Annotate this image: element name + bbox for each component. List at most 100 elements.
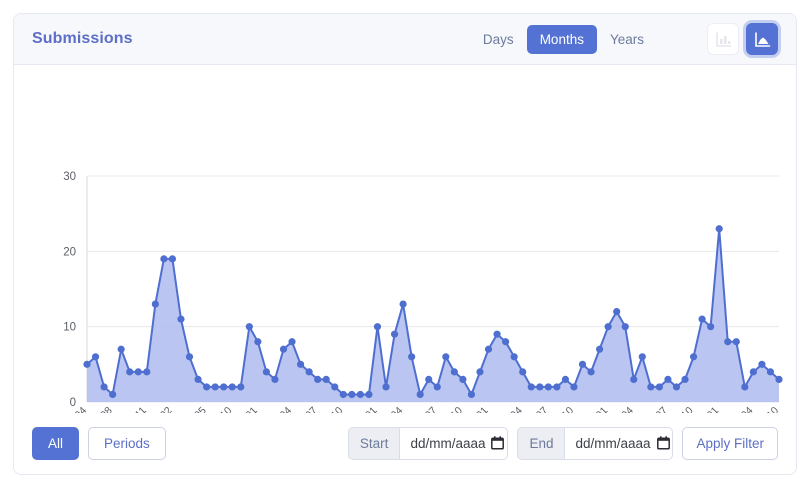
data-point[interactable] — [484, 345, 493, 353]
data-point[interactable] — [766, 368, 775, 376]
data-point[interactable] — [399, 300, 407, 308]
data-point[interactable] — [536, 383, 544, 391]
data-point[interactable] — [305, 368, 313, 376]
data-point[interactable] — [655, 383, 663, 391]
data-point[interactable] — [83, 360, 91, 368]
data-point[interactable] — [715, 225, 723, 233]
data-point[interactable] — [476, 368, 484, 376]
data-point[interactable] — [373, 323, 382, 331]
data-point[interactable] — [100, 383, 108, 391]
data-point[interactable] — [775, 375, 783, 383]
data-point[interactable] — [707, 323, 715, 331]
data-point[interactable] — [510, 353, 518, 361]
data-point[interactable] — [160, 255, 168, 263]
data-point[interactable] — [177, 315, 185, 323]
data-point[interactable] — [91, 353, 100, 361]
data-point[interactable] — [672, 383, 681, 391]
calendar-icon[interactable] — [656, 436, 670, 450]
data-point[interactable] — [442, 353, 450, 361]
area-chart-view-button[interactable] — [746, 23, 778, 55]
range-tab-months[interactable]: Months — [526, 24, 597, 54]
data-point[interactable] — [262, 368, 271, 376]
data-point[interactable] — [109, 390, 117, 399]
y-axis-tick-label: 20 — [63, 246, 76, 258]
apply-filter-button[interactable]: Apply Filter — [682, 426, 778, 460]
data-point[interactable] — [408, 353, 416, 361]
data-point[interactable] — [322, 375, 330, 383]
data-point[interactable] — [758, 360, 766, 368]
data-point[interactable] — [493, 330, 501, 338]
data-point[interactable] — [613, 308, 621, 316]
data-point[interactable] — [425, 375, 433, 383]
data-point[interactable] — [339, 390, 347, 399]
data-point[interactable] — [561, 375, 570, 383]
submissions-card: Submissions Days Months Years — [13, 13, 797, 475]
data-point[interactable] — [117, 345, 125, 353]
data-point[interactable] — [151, 300, 159, 308]
data-point[interactable] — [570, 383, 578, 391]
data-point[interactable] — [544, 383, 552, 391]
data-point[interactable] — [296, 360, 305, 368]
data-point[interactable] — [134, 368, 142, 376]
data-point[interactable] — [365, 390, 373, 399]
range-tab-days[interactable]: Days — [482, 31, 514, 47]
data-point[interactable] — [689, 353, 698, 361]
data-point[interactable] — [647, 383, 655, 391]
data-point[interactable] — [553, 383, 561, 391]
data-point[interactable] — [194, 375, 202, 383]
data-point[interactable] — [595, 345, 604, 353]
data-point[interactable] — [681, 375, 689, 383]
data-point[interactable] — [416, 390, 424, 399]
area-chart-icon — [754, 31, 771, 48]
data-point[interactable] — [630, 375, 638, 383]
data-point[interactable] — [741, 383, 749, 391]
data-point[interactable] — [331, 383, 339, 391]
data-point[interactable] — [749, 368, 757, 376]
data-point[interactable] — [519, 368, 527, 376]
data-point[interactable] — [638, 353, 646, 361]
data-point[interactable] — [732, 338, 740, 346]
data-point[interactable] — [450, 368, 458, 376]
data-point[interactable] — [433, 383, 441, 391]
data-point[interactable] — [698, 315, 706, 323]
data-point[interactable] — [348, 390, 356, 399]
data-point[interactable] — [168, 255, 177, 263]
data-point[interactable] — [228, 383, 236, 391]
data-point[interactable] — [203, 383, 211, 391]
data-point[interactable] — [220, 383, 228, 391]
end-date-input[interactable]: dd/mm/aaaa — [565, 426, 674, 460]
data-point[interactable] — [578, 360, 587, 368]
data-point[interactable] — [288, 338, 296, 346]
data-point[interactable] — [527, 383, 535, 391]
all-button[interactable]: All — [32, 426, 80, 460]
data-point[interactable] — [314, 375, 322, 383]
data-point[interactable] — [724, 338, 732, 346]
data-point[interactable] — [502, 338, 510, 346]
bar-chart-view-button[interactable] — [707, 23, 739, 55]
data-point[interactable] — [279, 345, 288, 353]
data-point[interactable] — [356, 390, 364, 399]
data-point[interactable] — [587, 368, 595, 376]
data-point[interactable] — [185, 353, 194, 361]
data-point[interactable] — [254, 338, 262, 346]
data-point[interactable] — [382, 383, 390, 391]
data-point[interactable] — [390, 330, 399, 338]
data-point[interactable] — [126, 368, 134, 376]
periods-button[interactable]: Periods — [88, 426, 166, 460]
data-point[interactable] — [237, 383, 245, 391]
data-point[interactable] — [459, 375, 467, 383]
data-point[interactable] — [621, 323, 629, 331]
start-date-input[interactable]: dd/mm/aaaa — [400, 426, 509, 460]
chart-area-fill — [87, 228, 779, 402]
data-point[interactable] — [467, 390, 476, 399]
data-point[interactable] — [245, 323, 253, 331]
data-point[interactable] — [604, 323, 612, 331]
bar-chart-icon — [715, 31, 732, 48]
page-title: Submissions — [32, 30, 133, 47]
data-point[interactable] — [271, 375, 279, 383]
data-point[interactable] — [143, 368, 151, 376]
range-tab-years[interactable]: Years — [609, 31, 644, 47]
data-point[interactable] — [211, 383, 219, 391]
calendar-icon[interactable] — [491, 436, 505, 450]
data-point[interactable] — [664, 375, 672, 383]
